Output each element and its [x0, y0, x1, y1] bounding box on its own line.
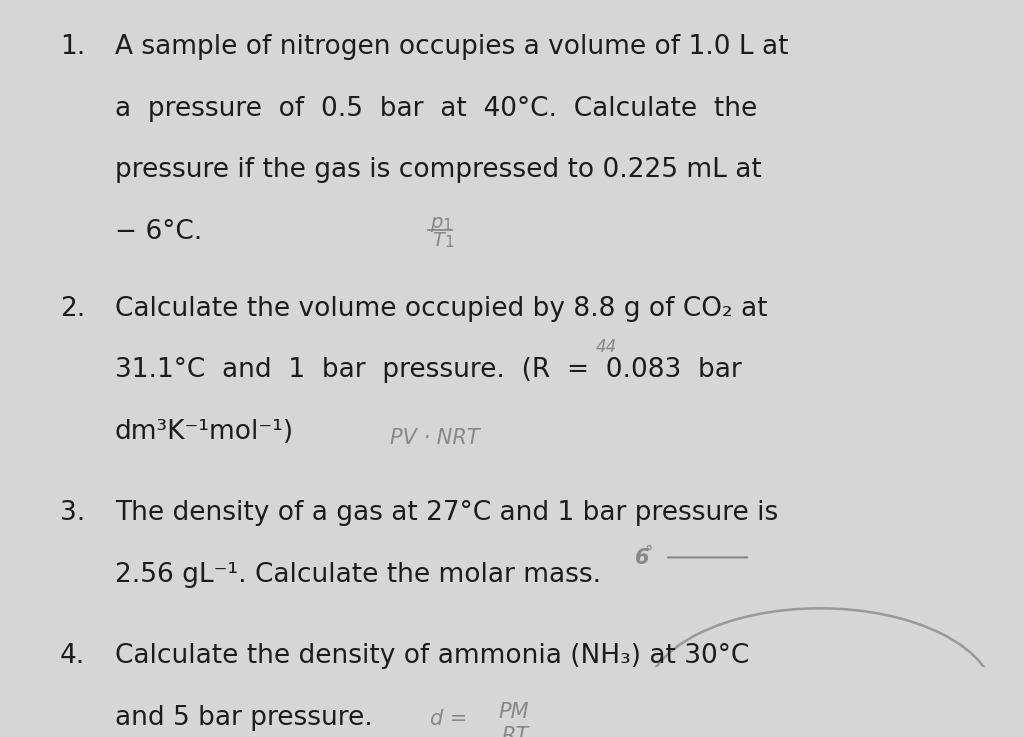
Text: 1: 1 [444, 235, 454, 251]
Text: a  pressure  of  0.5  bar  at  40°C.  Calculate  the: a pressure of 0.5 bar at 40°C. Calculate… [115, 96, 758, 122]
Text: The density of a gas at 27°C and 1 bar pressure is: The density of a gas at 27°C and 1 bar p… [115, 500, 778, 526]
Text: 44: 44 [596, 338, 617, 355]
Text: Calculate the density of ammonia (NH₃) at 30°C: Calculate the density of ammonia (NH₃) a… [115, 643, 750, 669]
Text: 3.: 3. [60, 500, 85, 526]
Text: d =: d = [430, 710, 467, 730]
Text: 2.: 2. [60, 296, 85, 322]
Text: p: p [430, 213, 442, 231]
Text: RT: RT [501, 726, 528, 737]
Text: 31.1°C  and  1  bar  pressure.  (R  =  0.083  bar: 31.1°C and 1 bar pressure. (R = 0.083 ba… [115, 357, 741, 383]
Text: − 6°C.: − 6°C. [115, 219, 203, 245]
Text: PV · NRT: PV · NRT [390, 428, 479, 448]
Text: A sample of nitrogen occupies a volume of 1.0 L at: A sample of nitrogen occupies a volume o… [115, 35, 788, 60]
Text: °: ° [644, 544, 652, 562]
Text: T: T [432, 231, 443, 250]
Text: dm³K⁻¹mol⁻¹): dm³K⁻¹mol⁻¹) [115, 419, 294, 445]
Text: 1: 1 [442, 218, 452, 233]
Text: 1.: 1. [60, 35, 85, 60]
Text: 4.: 4. [60, 643, 85, 669]
Text: Calculate the volume occupied by 8.8 g of CO₂ at: Calculate the volume occupied by 8.8 g o… [115, 296, 768, 322]
Text: PM: PM [498, 702, 528, 722]
Text: 6: 6 [635, 548, 649, 568]
Text: pressure if the gas is compressed to 0.225 mL at: pressure if the gas is compressed to 0.2… [115, 158, 762, 184]
Text: 2.56 gL⁻¹. Calculate the molar mass.: 2.56 gL⁻¹. Calculate the molar mass. [115, 562, 601, 588]
Text: and 5 bar pressure.: and 5 bar pressure. [115, 705, 373, 731]
